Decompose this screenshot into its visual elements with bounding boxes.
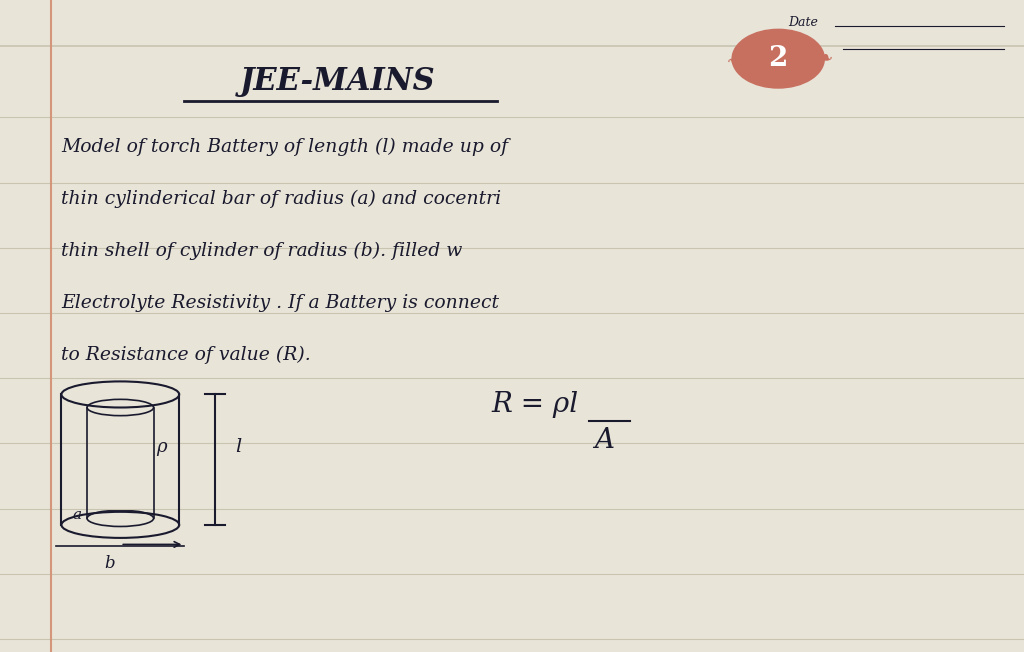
Text: Page: Page bbox=[788, 40, 819, 53]
Text: Date: Date bbox=[788, 16, 818, 29]
Text: Model of torch Battery of length (l) made up of: Model of torch Battery of length (l) mad… bbox=[61, 138, 509, 156]
Text: to Resistance of value (R).: to Resistance of value (R). bbox=[61, 346, 311, 364]
Text: thin shell of cylinder of radius (b). filled w: thin shell of cylinder of radius (b). fi… bbox=[61, 242, 463, 260]
Text: a: a bbox=[73, 508, 82, 522]
Text: ❧: ❧ bbox=[724, 49, 740, 68]
Text: 2: 2 bbox=[769, 45, 787, 72]
Circle shape bbox=[732, 29, 824, 88]
Text: ρ: ρ bbox=[156, 437, 167, 456]
Text: Electrolyte Resistivity . If a Battery is connect: Electrolyte Resistivity . If a Battery i… bbox=[61, 294, 500, 312]
Text: b: b bbox=[104, 556, 116, 572]
Text: R = ρl: R = ρl bbox=[492, 391, 579, 418]
Text: A: A bbox=[594, 426, 614, 454]
Text: l: l bbox=[236, 437, 242, 456]
Text: thin cylinderical bar of radius (a) and cocentri: thin cylinderical bar of radius (a) and … bbox=[61, 190, 502, 208]
Text: ❧: ❧ bbox=[816, 49, 833, 68]
Text: JEE-MAINS: JEE-MAINS bbox=[240, 66, 436, 97]
